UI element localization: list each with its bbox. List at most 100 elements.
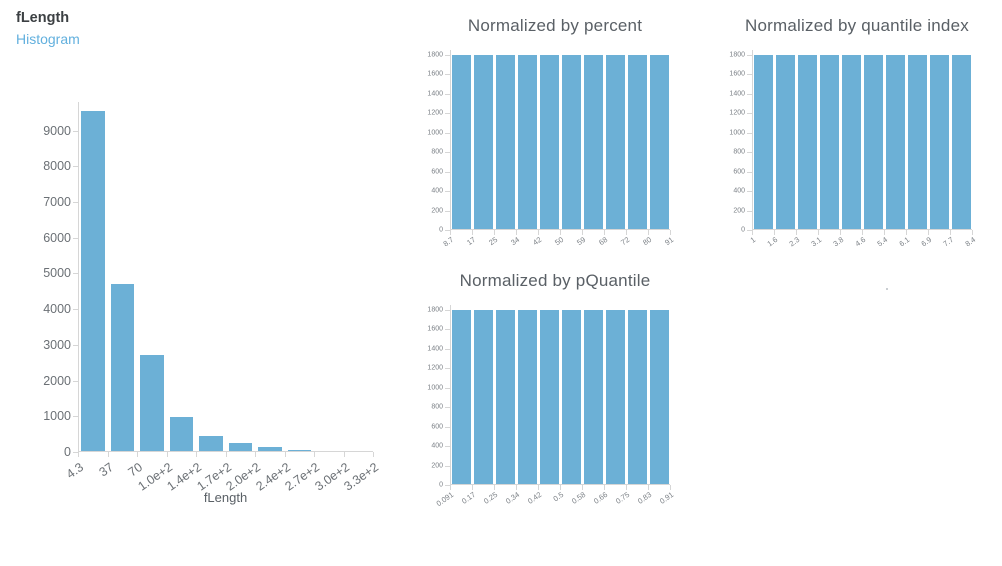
x-tick [604, 230, 605, 235]
bar[interactable] [907, 54, 927, 230]
quantile-index-chart-title: Normalized by quantile index [745, 16, 969, 35]
x-tick [472, 485, 473, 490]
x-tick [818, 230, 819, 235]
y-tick-label: 1200 [427, 364, 443, 372]
bar[interactable] [451, 54, 471, 230]
y-tick [73, 344, 78, 346]
y-tick [445, 485, 450, 486]
y-tick [445, 368, 450, 370]
x-tick [137, 452, 138, 457]
x-tick [284, 452, 286, 457]
y-tick-label: 1600 [427, 325, 443, 333]
y-tick-label: 1400 [427, 345, 443, 353]
bar[interactable] [951, 54, 971, 230]
bar[interactable] [561, 54, 581, 230]
bar[interactable] [495, 54, 515, 230]
bar[interactable] [775, 54, 795, 230]
y-tick-label: 200 [431, 207, 443, 215]
y-tick-label: 400 [431, 187, 443, 195]
bar[interactable] [110, 284, 134, 452]
pquantile-plot-area: 0 200 400 600 800 1000 1200 1400 1600 1800 0.091 0… [427, 305, 675, 508]
y-tick [73, 130, 78, 132]
bar[interactable] [169, 417, 193, 452]
percent-plot-area: 0 200 400 600 800 1000 1200 1400 1600 1800 8.7 17 2… [427, 50, 675, 248]
bar[interactable] [753, 54, 773, 230]
y-tick-label: 0 [439, 481, 443, 489]
bar[interactable] [561, 309, 581, 485]
y-tick-label: 7000 [43, 195, 71, 209]
y-tick-label: 800 [431, 403, 443, 411]
x-tick [560, 230, 561, 235]
y-tick [445, 113, 450, 115]
x-tick [516, 485, 517, 490]
y-tick-label: 800 [733, 148, 745, 156]
y-tick [445, 74, 450, 76]
bar[interactable] [473, 309, 493, 485]
bar[interactable] [583, 309, 603, 485]
bar[interactable] [649, 54, 669, 230]
y-tick [747, 210, 752, 212]
main-x-axis-title: fLength [203, 490, 248, 505]
bar[interactable] [583, 54, 603, 230]
bar[interactable] [517, 54, 537, 230]
y-tick-label: 0 [439, 226, 443, 234]
pquantile-chart-title: Normalized by pQuantile [459, 271, 651, 290]
bar[interactable] [841, 54, 861, 230]
x-tick [538, 485, 539, 490]
x-tick [78, 452, 79, 457]
x-tick [950, 230, 951, 235]
y-tick-label: 5000 [43, 266, 71, 281]
x-tick [928, 230, 929, 235]
x-tick [450, 485, 451, 490]
y-tick-label: 800 [431, 148, 443, 156]
bar[interactable] [797, 54, 817, 230]
bar[interactable] [140, 354, 164, 452]
x-tick [196, 452, 197, 457]
y-tick [445, 387, 450, 389]
bar[interactable] [627, 309, 647, 485]
bar[interactable] [228, 443, 252, 452]
y-tick-label: 2000 [43, 373, 71, 388]
y-tick [445, 54, 450, 56]
pquantile-chart: Normalized by pQuantile 0 200 400 600 800 100… [410, 263, 700, 525]
bar[interactable] [517, 309, 537, 485]
y-tick-label: 600 [733, 168, 745, 176]
bar[interactable] [863, 54, 883, 230]
pquantile-x-axis [450, 484, 670, 485]
chart-type-link[interactable]: Histogram [16, 31, 80, 47]
x-tick [494, 230, 495, 235]
y-tick-label: 1400 [427, 90, 443, 98]
y-tick [747, 171, 752, 173]
bar[interactable] [287, 449, 311, 452]
bar[interactable] [495, 309, 515, 485]
bar[interactable] [605, 309, 625, 485]
bar[interactable] [605, 54, 625, 230]
y-tick [73, 380, 78, 382]
bar[interactable] [451, 309, 471, 485]
y-tick [747, 93, 752, 95]
bar[interactable] [539, 54, 559, 230]
bar[interactable] [929, 54, 949, 230]
bar[interactable] [81, 110, 105, 452]
y-tick [73, 309, 78, 311]
bar[interactable] [258, 446, 282, 452]
y-tick [445, 230, 450, 231]
y-tick-label: 1000 [427, 129, 443, 137]
x-tick [373, 452, 374, 457]
y-tick [445, 132, 450, 134]
bar[interactable] [199, 435, 223, 452]
x-tick [670, 230, 671, 235]
x-tick [796, 230, 797, 235]
bar[interactable] [819, 54, 839, 230]
y-tick [445, 426, 450, 428]
bar[interactable] [627, 54, 647, 230]
pquantile-y-axis [450, 305, 451, 485]
y-tick [445, 446, 450, 448]
bar[interactable] [885, 54, 905, 230]
bar[interactable] [649, 309, 669, 485]
bar[interactable] [539, 309, 559, 485]
y-tick-label: 600 [431, 423, 443, 431]
main-y-axis [78, 102, 79, 452]
bar[interactable] [473, 54, 493, 230]
y-tick-label: 1200 [427, 109, 443, 117]
